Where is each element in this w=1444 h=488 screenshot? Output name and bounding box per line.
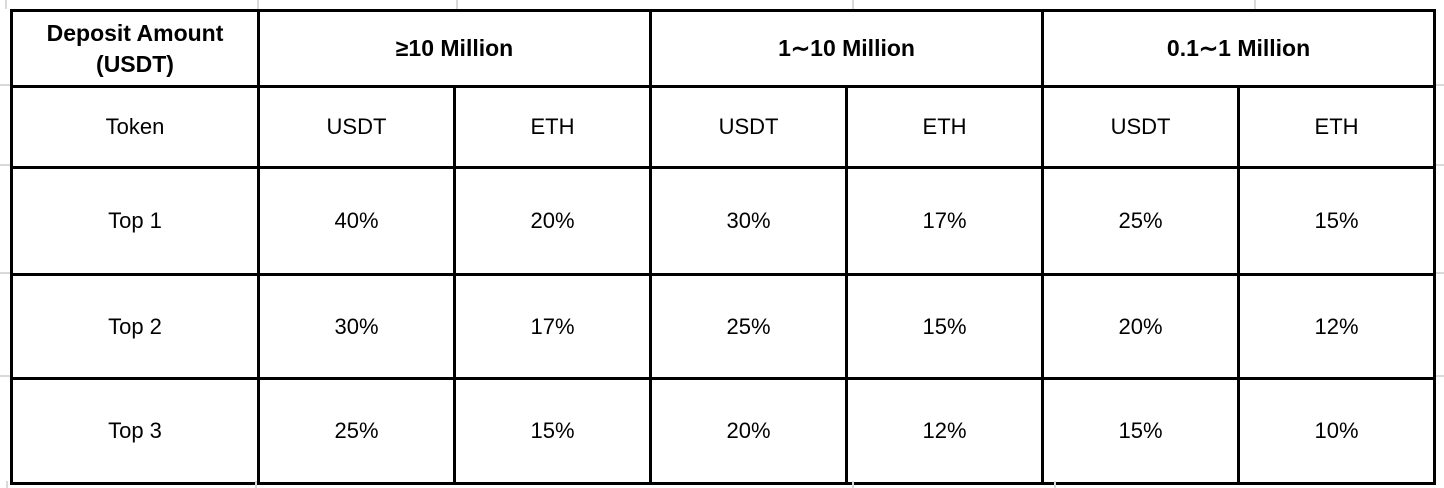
value-cell: 15%	[452, 377, 653, 485]
value-cell: 20%	[649, 377, 849, 485]
gridline-stub	[0, 375, 10, 377]
group-header-cell-1to10m: 1∼10 Million	[649, 9, 1045, 88]
value-cell: 15%	[845, 273, 1045, 380]
value-cell: 10%	[1237, 377, 1437, 485]
subheader-cell-eth-3: ETH	[1237, 85, 1437, 169]
token-header-row: Token USDT ETH USDT ETH USDT ETH	[10, 85, 1437, 169]
gridline-stub	[6, 481, 8, 488]
group-header-row: Deposit Amount (USDT) ≥10 Million 1∼10 M…	[10, 9, 1437, 88]
subheader-cell-usdt-2: USDT	[649, 85, 849, 169]
table-row-top3: Top 3 25% 15% 20% 12% 15% 10%	[10, 377, 1437, 485]
gridline-stub	[852, 481, 854, 488]
value-cell: 25%	[257, 377, 456, 485]
gridline-stub	[0, 84, 10, 86]
deposit-reward-table: Deposit Amount (USDT) ≥10 Million 1∼10 M…	[10, 9, 1437, 485]
subheader-cell-eth-2: ETH	[845, 85, 1045, 169]
value-cell: 25%	[649, 273, 849, 380]
subheader-cell-usdt-1: USDT	[257, 85, 456, 169]
row-label-cell: Top 3	[10, 377, 260, 485]
gridline-stub	[1054, 481, 1056, 488]
table-row-top1: Top 1 40% 20% 30% 17% 25% 15%	[10, 166, 1437, 276]
value-cell: 15%	[1041, 377, 1241, 485]
gridline-stub	[1436, 164, 1444, 166]
value-cell: 20%	[1041, 273, 1241, 380]
value-cell: 12%	[1237, 273, 1437, 380]
subheader-cell-eth-1: ETH	[452, 85, 653, 169]
group-header-cell-0p1to1m: 0.1∼1 Million	[1041, 9, 1437, 88]
value-cell: 17%	[845, 166, 1045, 276]
row-label-cell: Top 1	[10, 166, 260, 276]
gridline-stub	[255, 481, 257, 488]
row-label-cell: Top 2	[10, 273, 260, 380]
value-cell: 30%	[257, 273, 456, 380]
gridline-stub	[852, 0, 854, 9]
gridline-stub	[456, 0, 458, 9]
gridline-stub	[1254, 0, 1256, 9]
value-cell: 25%	[1041, 166, 1241, 276]
gridline-stub	[0, 164, 10, 166]
value-cell: 15%	[1237, 166, 1437, 276]
value-cell: 40%	[257, 166, 456, 276]
value-cell: 12%	[845, 377, 1045, 485]
subheader-cell-usdt-3: USDT	[1041, 85, 1241, 169]
gridline-stub	[5, 0, 7, 9]
corner-header-cell: Deposit Amount (USDT)	[10, 9, 260, 88]
gridline-stub	[1436, 272, 1444, 274]
gridline-stub	[257, 0, 259, 9]
value-cell: 17%	[452, 273, 653, 380]
gridline-stub	[1436, 84, 1444, 86]
value-cell: 20%	[452, 166, 653, 276]
value-cell: 30%	[649, 166, 849, 276]
token-header-cell: Token	[10, 85, 260, 169]
table-row-top2: Top 2 30% 17% 25% 15% 20% 12%	[10, 273, 1437, 380]
gridline-stub	[1436, 375, 1444, 377]
gridline-stub	[0, 272, 10, 274]
group-header-cell-ge10m: ≥10 Million	[256, 9, 653, 88]
